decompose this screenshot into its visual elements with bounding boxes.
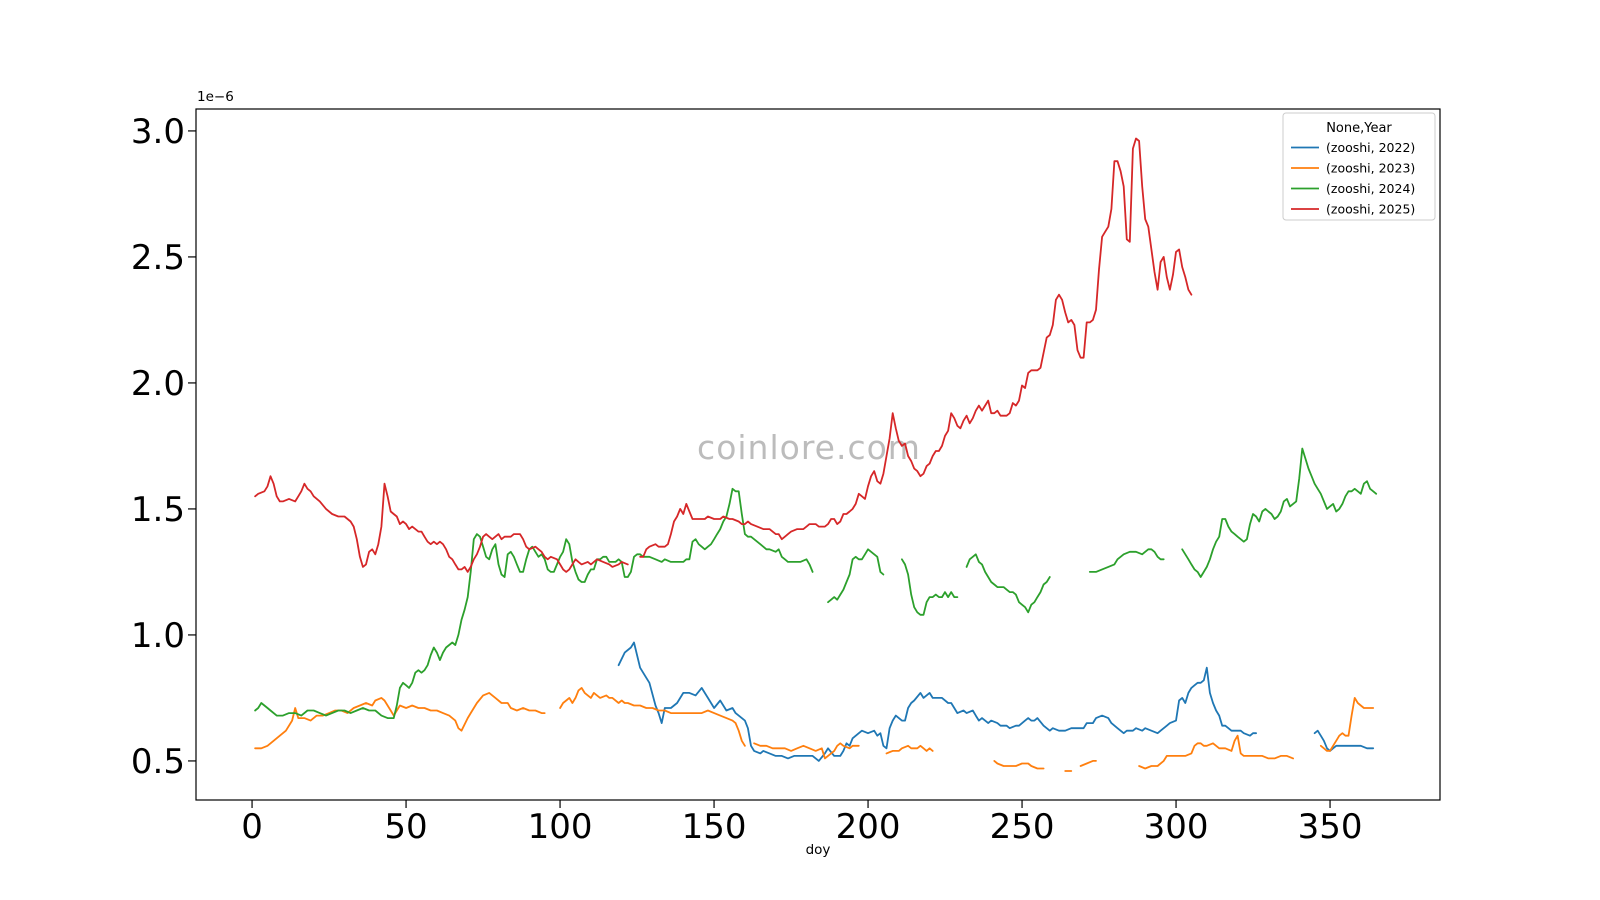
x-axis-label: doy	[806, 842, 831, 858]
legend-title: None,Year	[1326, 121, 1392, 136]
series-line-zooshi-2025	[639, 137, 1193, 558]
x-tick-label: 0	[241, 807, 263, 847]
x-tick-label: 100	[528, 807, 593, 847]
legend: None,Year (zooshi, 2022) (zooshi, 2023) (zo…	[1282, 112, 1436, 221]
x-tick-label: 150	[682, 807, 747, 847]
watermark: coinlore.com	[697, 428, 921, 467]
y-tick-label: 1.5	[131, 490, 185, 530]
y-tick-label: 0.5	[131, 742, 185, 782]
series-line-zooshi-2022	[617, 641, 1257, 762]
series-line-zooshi-2023	[1319, 697, 1375, 752]
series-line-zooshi-2024	[1181, 447, 1378, 578]
x-tick-label: 300	[1144, 807, 1209, 847]
series-line-zooshi-2023	[885, 744, 934, 755]
series-line-zooshi-2023	[559, 687, 746, 747]
legend-entry-label: (zooshi, 2025)	[1326, 202, 1415, 217]
x-tick-label: 250	[990, 807, 1055, 847]
y-axis-offset-label: 1e−6	[197, 89, 234, 105]
series-line-zooshi-2022	[1313, 729, 1375, 752]
series-line-zooshi-2023	[1138, 734, 1294, 770]
plot-frame	[195, 108, 1441, 801]
y-tick-label: 1.0	[131, 616, 185, 656]
legend-entry-label: (zooshi, 2024)	[1326, 181, 1415, 196]
series-line-zooshi-2023	[993, 760, 1045, 770]
series-line-zooshi-2024	[254, 487, 814, 719]
legend-entry-label: (zooshi, 2023)	[1326, 161, 1415, 176]
x-tick-label: 200	[836, 807, 901, 847]
y-tick-label: 3.0	[131, 112, 185, 152]
series-line-zooshi-2025	[254, 475, 629, 573]
legend-box	[1282, 112, 1436, 221]
series-line-zooshi-2024	[901, 558, 959, 616]
series-line-zooshi-2024	[827, 548, 885, 604]
series-line-zooshi-2023	[254, 692, 546, 750]
series-line-zooshi-2023	[1079, 760, 1097, 767]
series-line-zooshi-2023	[753, 742, 860, 760]
y-tick-label: 2.0	[131, 364, 185, 404]
series-line-zooshi-2024	[965, 553, 1051, 614]
legend-entry-label: (zooshi, 2022)	[1326, 140, 1415, 155]
x-tick-label: 50	[384, 807, 427, 847]
y-tick-label: 2.5	[131, 238, 185, 278]
x-tick-label: 350	[1298, 807, 1363, 847]
series-line-zooshi-2024	[1088, 548, 1165, 573]
